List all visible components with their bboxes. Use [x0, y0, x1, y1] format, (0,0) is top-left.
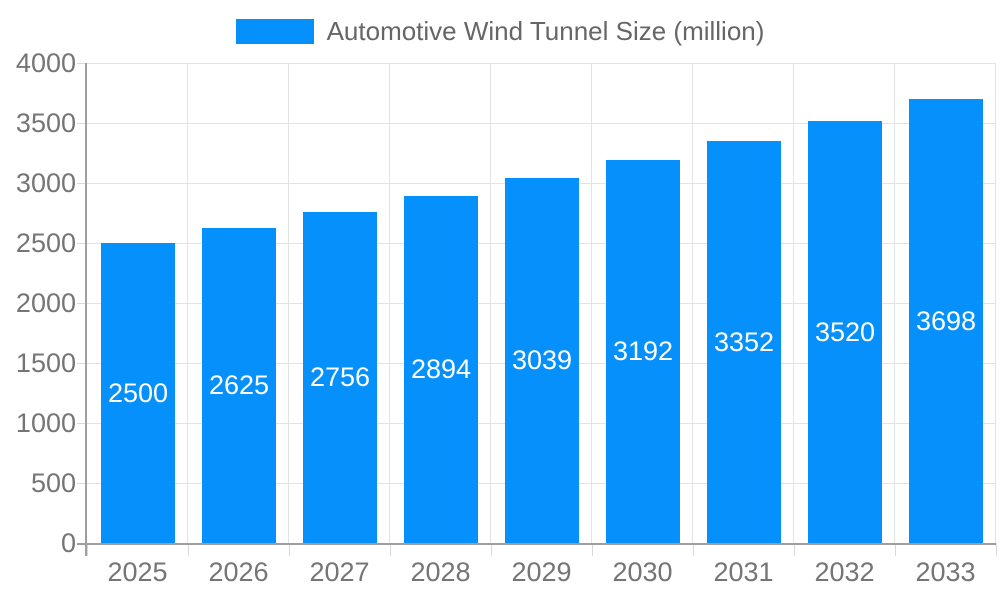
y-tick-label: 1500 [15, 348, 76, 378]
legend-label: Automotive Wind Tunnel Size (million) [326, 16, 765, 46]
bar: 2756 [303, 212, 377, 543]
y-tick-label: 2500 [15, 228, 76, 258]
y-tick-mark [77, 303, 87, 304]
legend-item[interactable]: Automotive Wind Tunnel Size (million) [235, 16, 765, 46]
plot-area: 2500 2625 2756 2894 3039 3192 3352 3520 3698 [87, 63, 996, 543]
y-tick-label: 2000 [15, 288, 76, 318]
x-tick-label: 2025 [107, 557, 168, 587]
bar-value-label: 3520 [814, 316, 876, 347]
legend-swatch [235, 18, 314, 44]
x-tick-label: 2029 [511, 557, 572, 587]
bar: 2500 [101, 243, 175, 543]
y-tick-mark [77, 363, 87, 364]
legend: Automotive Wind Tunnel Size (million) [0, 16, 1000, 46]
bar-value-label: 3352 [713, 326, 775, 357]
y-tick-mark [77, 63, 87, 64]
bar: 3520 [808, 121, 882, 543]
x-tick-mark [794, 543, 795, 556]
bar-value-label: 3039 [511, 345, 573, 375]
y-tick-label: 0 [60, 528, 76, 558]
bar-value-label: 2894 [410, 354, 472, 384]
bar-value-label: 3698 [915, 305, 977, 336]
y-tick-mark [77, 483, 87, 484]
x-tick-label: 2028 [410, 557, 471, 587]
x-tick-label: 2030 [612, 557, 673, 587]
y-tick-label: 1000 [15, 408, 76, 438]
bar-value-label: 3192 [612, 336, 674, 366]
x-axis-line [77, 543, 996, 545]
y-tick-mark [77, 423, 87, 424]
y-tick-label: 4000 [15, 48, 76, 78]
y-tick-mark [77, 123, 87, 124]
bar: 3352 [707, 141, 781, 543]
x-tick-label: 2031 [713, 557, 774, 587]
x-gridline [692, 63, 693, 543]
y-tick-label: 3500 [15, 108, 76, 138]
bar: 3039 [505, 178, 579, 543]
y-tick-label: 3000 [15, 168, 76, 198]
x-gridline [490, 63, 491, 543]
bar: 2894 [404, 196, 478, 543]
x-gridline [389, 63, 390, 543]
x-tick-label: 2026 [208, 557, 269, 587]
x-tick-mark [188, 543, 189, 556]
y-tick-mark [77, 243, 87, 244]
x-gridline [894, 63, 895, 543]
y-tick-mark [77, 183, 87, 184]
x-tick-mark [693, 543, 694, 556]
x-gridline [793, 63, 794, 543]
bar-value-label: 2625 [208, 370, 270, 400]
y-axis-line [85, 63, 87, 556]
x-tick-mark [87, 543, 88, 556]
x-tick-label: 2032 [814, 557, 875, 587]
x-tick-label: 2033 [915, 557, 976, 587]
x-tick-mark [491, 543, 492, 556]
bar-value-label: 2500 [107, 377, 169, 408]
x-tick-mark [996, 543, 997, 556]
x-tick-mark [592, 543, 593, 556]
x-gridline [591, 63, 592, 543]
x-tick-mark [895, 543, 896, 556]
x-tick-mark [289, 543, 290, 556]
bar: 2625 [202, 228, 276, 543]
x-gridline [995, 63, 996, 543]
bar-value-label: 2756 [309, 362, 371, 392]
x-gridline [187, 63, 188, 543]
y-tick-label: 500 [30, 468, 76, 498]
bar: 3192 [606, 160, 680, 543]
y-gridline [87, 63, 996, 64]
x-gridline [288, 63, 289, 543]
y-gridline [87, 123, 996, 124]
x-tick-mark [390, 543, 391, 556]
x-tick-label: 2027 [309, 557, 370, 587]
bar: 3698 [909, 99, 983, 543]
